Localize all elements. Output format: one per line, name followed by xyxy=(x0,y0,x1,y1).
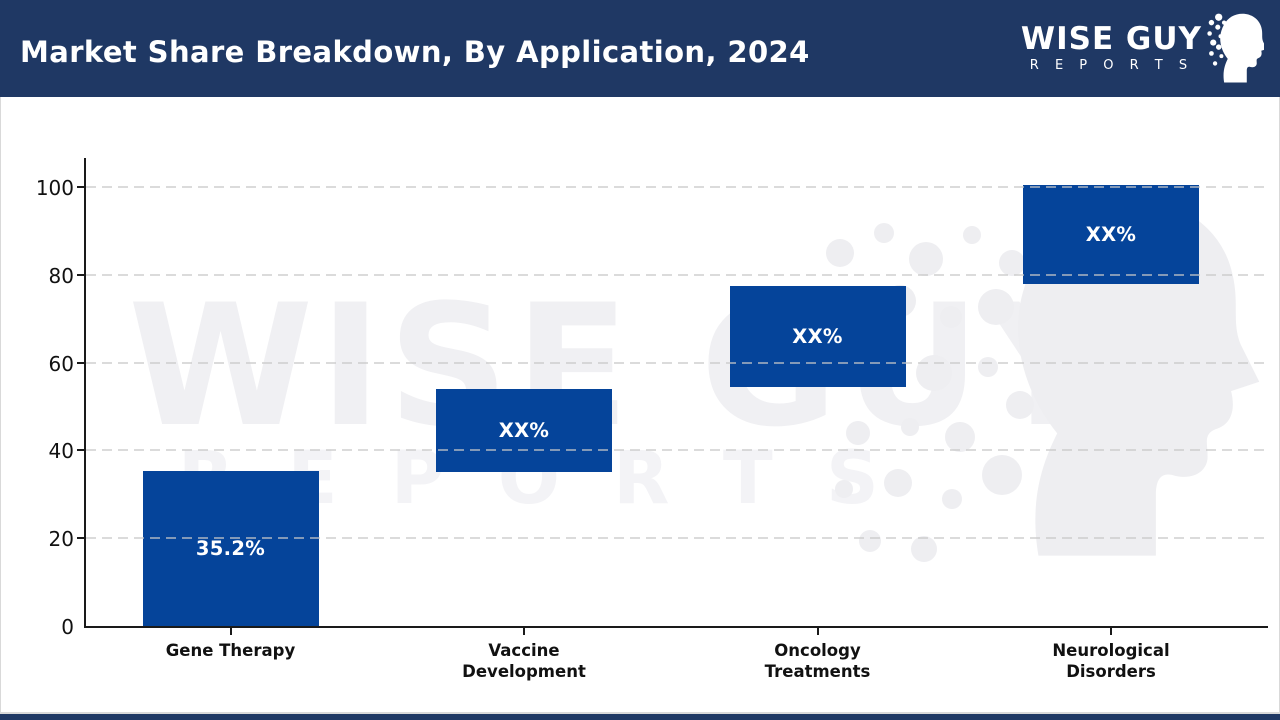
bar-oncology-treatments: XX% xyxy=(729,285,906,387)
y-tick-label: 20 xyxy=(48,527,74,552)
x-tick-mark xyxy=(229,628,232,635)
category-label-line: Gene Therapy xyxy=(165,641,296,660)
category-label: Neurological Disorders xyxy=(996,640,1226,682)
y-tick-label: 0 xyxy=(61,615,74,639)
x-axis-line xyxy=(84,626,1268,628)
y-tick-mark xyxy=(77,537,84,540)
gridline xyxy=(86,537,1268,540)
footer-hairline xyxy=(0,712,1280,714)
bar-vaccine-development: XX% xyxy=(436,388,612,473)
bar-value-label: XX% xyxy=(498,419,550,443)
x-tick-mark xyxy=(1110,628,1112,635)
category-label-line: Oncology xyxy=(774,641,861,660)
y-tick-label: 80 xyxy=(48,263,74,288)
y-tick-label: 100 xyxy=(35,176,74,200)
watermark-wordmark: WISE GUY xyxy=(128,268,1115,464)
category-label-line: Disorders xyxy=(1066,662,1156,682)
header-band: Market Share Breakdown, By Application, … xyxy=(0,0,1280,97)
category-label-line: Neurological xyxy=(1052,641,1170,660)
page-title: Market Share Breakdown, By Application, … xyxy=(20,35,810,69)
category-label-line: Treatments xyxy=(764,662,871,682)
bar-neurological-disorders: XX% xyxy=(1023,184,1199,284)
y-tick-mark xyxy=(77,361,84,364)
category-label: Vaccine Development xyxy=(409,640,639,682)
y-tick-mark xyxy=(77,186,84,188)
gridline xyxy=(86,449,1268,452)
bar-gene-therapy: 35.2% xyxy=(142,471,319,626)
brand-head-icon xyxy=(1207,13,1264,83)
brand-logo: WISE GUY R E P O R T S xyxy=(1021,10,1264,86)
brand-logo-name: WISE GUY xyxy=(1020,21,1202,58)
category-label-line: Development xyxy=(462,662,586,682)
y-tick-mark xyxy=(77,449,84,452)
bar-value-label: XX% xyxy=(792,324,843,348)
gridline xyxy=(86,273,1268,276)
x-tick-mark xyxy=(523,628,525,635)
page-border-left xyxy=(0,97,1,714)
category-label: Gene Therapy xyxy=(116,640,346,661)
bar-value-label: XX% xyxy=(1085,222,1137,246)
bar-value-label: 35.2% xyxy=(195,537,266,561)
gridline xyxy=(86,186,1268,188)
y-tick-mark xyxy=(77,273,84,276)
y-tick-label: 40 xyxy=(48,439,74,464)
y-tick-label: 60 xyxy=(48,351,74,376)
x-tick-mark xyxy=(816,628,819,635)
category-label-line: Vaccine xyxy=(488,641,560,660)
gridline xyxy=(86,361,1268,364)
footer-band xyxy=(0,714,1280,720)
brand-logo-subtitle: R E P O R T S xyxy=(1029,57,1194,73)
brand-logo-text: WISE GUY R E P O R T S xyxy=(1021,23,1202,73)
category-label: Oncology Treatments xyxy=(703,640,933,682)
y-axis-line xyxy=(84,158,86,627)
